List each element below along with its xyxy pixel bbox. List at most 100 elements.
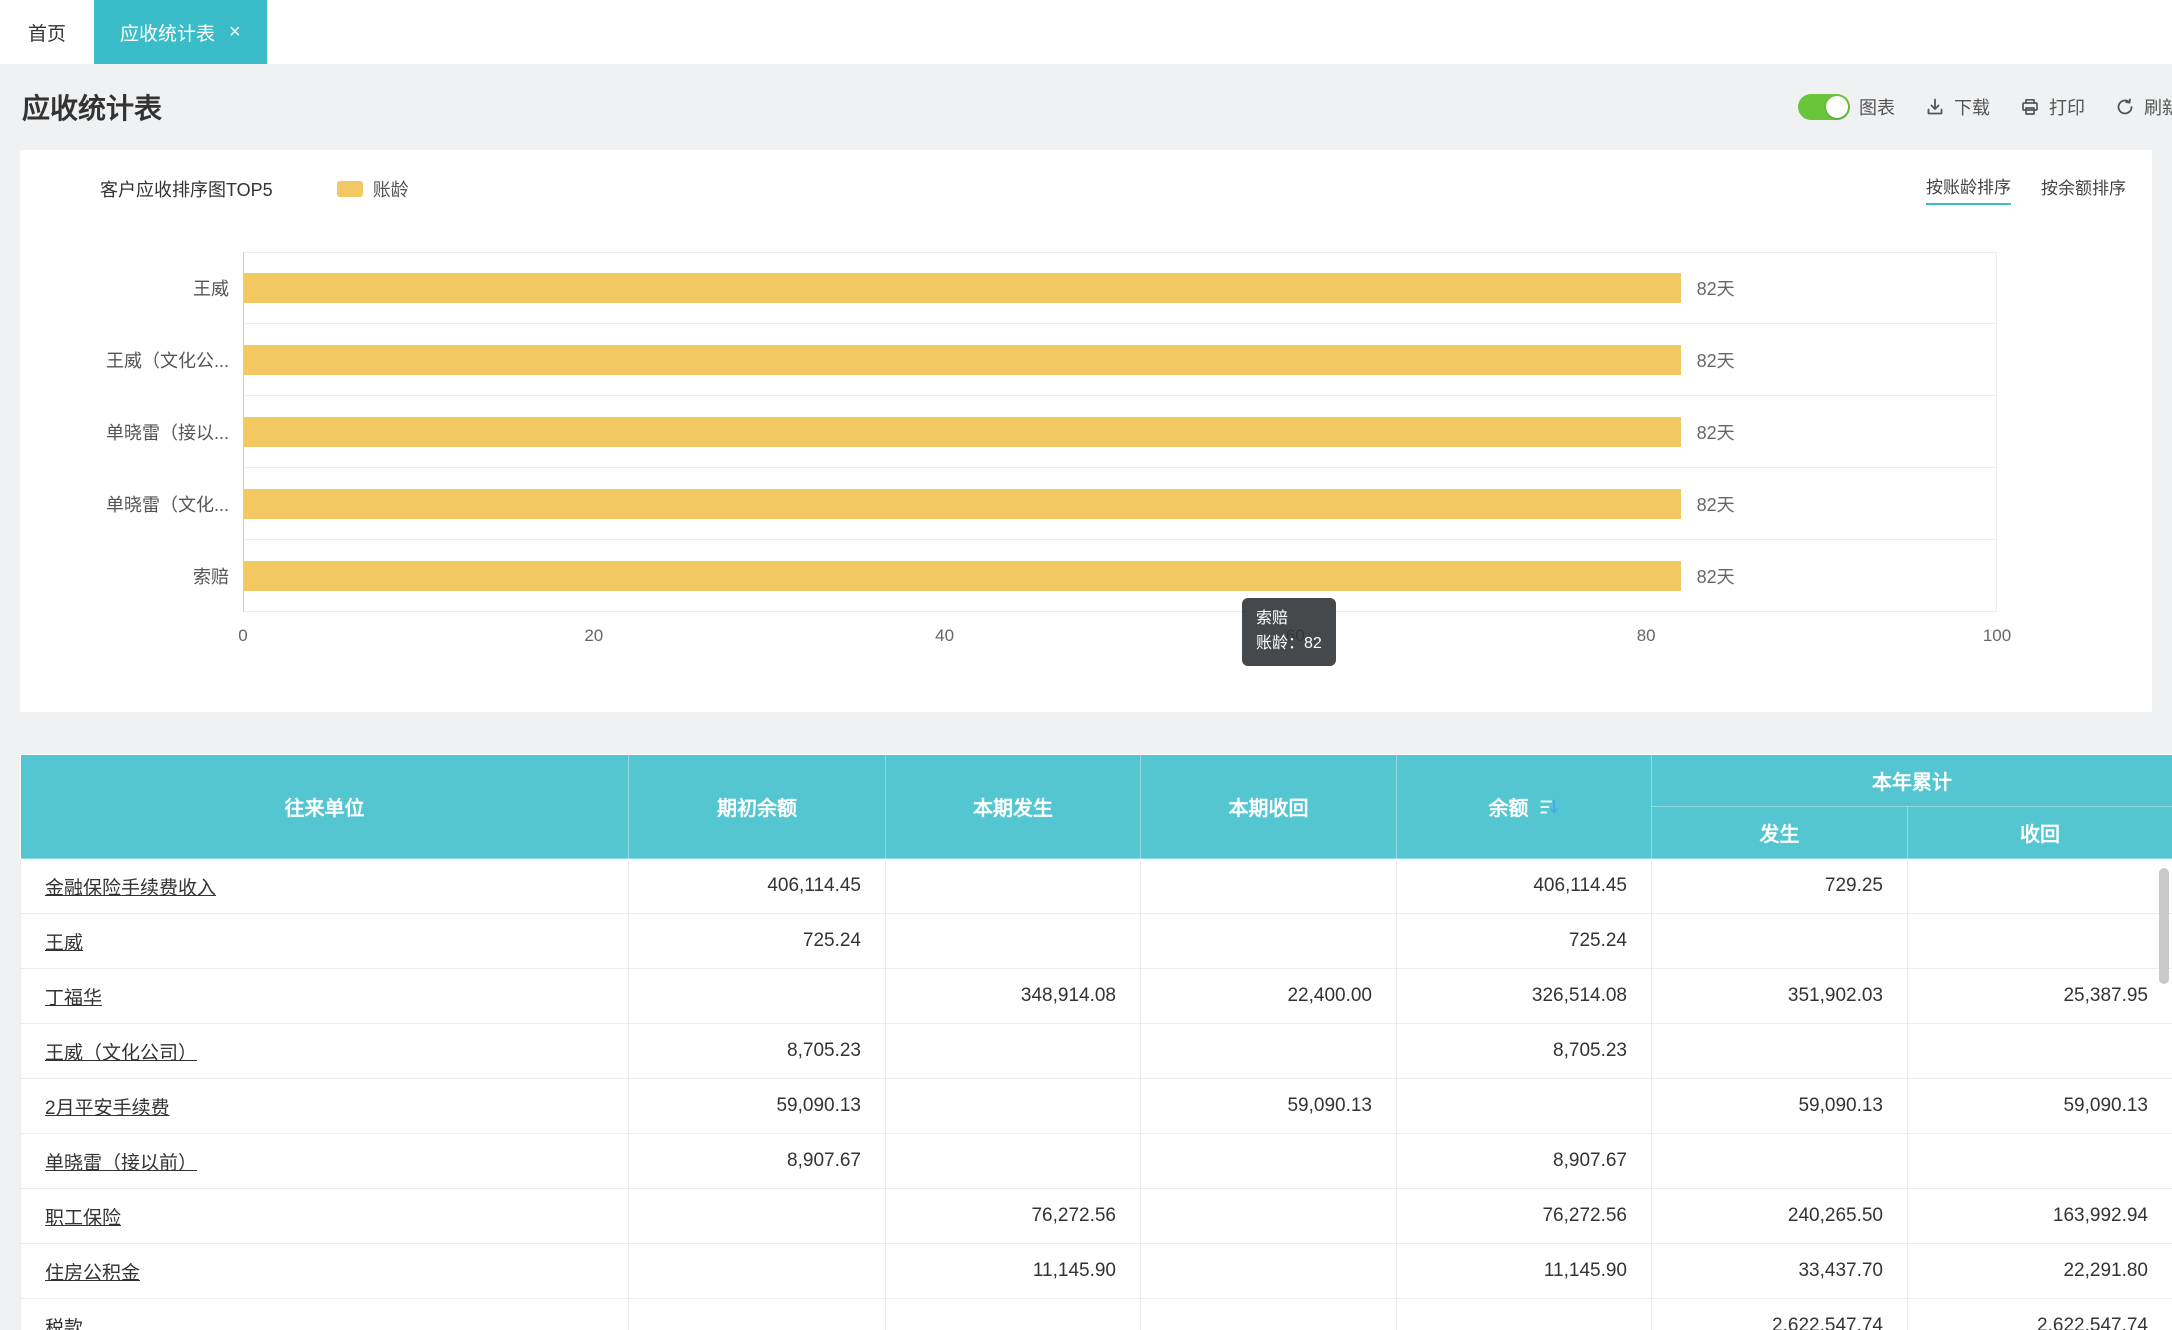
unit-link[interactable]: 税款 [45, 1317, 84, 1330]
print-button[interactable]: 打印 [2020, 94, 2085, 120]
table-body: 金融保险手续费收入 406,114.45 406,114.45 729.25 王威 725… [20, 858, 2172, 1330]
download-button[interactable]: 下载 [1925, 94, 1990, 120]
amount-cell [628, 1243, 886, 1299]
table-scrollbar-thumb[interactable] [2159, 868, 2169, 984]
unit-link[interactable]: 金融保险手续费收入 [45, 877, 217, 899]
chart-bar[interactable] [244, 488, 1681, 519]
amount-cell: 59,090.13 [1651, 1078, 1908, 1134]
page-title: 应收统计表 [22, 93, 163, 124]
amount-cell [1140, 1298, 1397, 1330]
chart-bar-row: 王威 82天 [20, 252, 1997, 324]
tab-home[interactable]: 首页 [28, 23, 67, 45]
sort-by-balance-link[interactable]: 按余额排序 [2041, 179, 2126, 198]
amount-cell [1140, 1188, 1397, 1244]
chart-bar-value: 82天 [1696, 494, 1735, 515]
receivables-table: 往来单位 期初余额 本期发生 本期收回 余额 本年累计 发生 [20, 754, 2172, 1330]
amount-cell: 8,907.67 [1396, 1133, 1652, 1189]
refresh-icon [2117, 98, 2133, 115]
amount-cell [628, 1188, 886, 1244]
refresh-label: 刷新 [2144, 98, 2172, 118]
unit-cell: 住房公积金 [20, 1243, 629, 1299]
amount-cell [1907, 1133, 2172, 1189]
amount-cell [1651, 913, 1908, 969]
unit-cell: 丁福华 [20, 968, 629, 1024]
chart-bar-track: 82天 [243, 540, 1997, 612]
table-row: 丁福华 348,914.08 22,400.00 326,514.08 351,902.… [20, 968, 2172, 1024]
table-section: 往来单位 期初余额 本期发生 本期收回 余额 本年累计 发生 [20, 754, 2172, 1330]
refresh-button[interactable]: 刷新 [2115, 94, 2172, 120]
col-header-year-received[interactable]: 收回 [1907, 806, 2172, 859]
tab-close-icon[interactable]: × [229, 21, 241, 43]
chart-toggle-switch[interactable] [1798, 94, 1850, 120]
chart-bar[interactable] [244, 416, 1681, 447]
chart-bar-row: 王威（文化公... 82天 [20, 324, 1997, 396]
amount-cell [628, 968, 886, 1024]
amount-cell: 729.25 [1651, 858, 1908, 914]
amount-cell [885, 858, 1141, 914]
amount-cell: 351,902.03 [1651, 968, 1908, 1024]
unit-cell: 税款 [20, 1298, 629, 1330]
amount-cell: 406,114.45 [628, 858, 886, 914]
chart-x-axis-row: 020406080100 [20, 612, 2011, 658]
amount-cell: 22,400.00 [1140, 968, 1397, 1024]
print-label: 打印 [2049, 98, 2085, 118]
amount-cell: 348,914.08 [885, 968, 1141, 1024]
chart-legend[interactable]: 账龄 [336, 176, 409, 202]
chart-bar-value: 82天 [1696, 279, 1735, 299]
unit-link[interactable]: 住房公积金 [45, 1262, 141, 1284]
amount-cell [885, 1023, 1141, 1079]
col-header-unit[interactable]: 往来单位 [20, 754, 629, 859]
col-header-opening-balance[interactable]: 期初余额 [628, 754, 886, 859]
tab-receivables[interactable]: 应收统计表 × [94, 0, 267, 64]
chart-bar[interactable] [244, 273, 1681, 303]
col-header-balance[interactable]: 余额 [1396, 754, 1652, 859]
chart-bar-track: 82天 [243, 396, 1997, 468]
unit-link[interactable]: 丁福华 [45, 987, 103, 1009]
chart-card: 客户应收排序图TOP5 账龄 按账龄排序 按余额排序 王威 82天 王威（文化公..… [20, 150, 2152, 712]
tooltip-title: 索赔 [1256, 610, 1289, 627]
unit-cell: 金融保险手续费收入 [20, 858, 629, 914]
amount-cell [1396, 1298, 1652, 1330]
table-row: 税款 2,622,547.74 2,622,547.74 [20, 1298, 2172, 1330]
chart-bar-value: 82天 [1696, 422, 1735, 443]
amount-cell: 59,090.13 [1140, 1078, 1397, 1134]
col-header-period-received[interactable]: 本期收回 [1140, 754, 1397, 859]
chart-toggle-label: 图表 [1859, 98, 1895, 118]
table-row: 金融保险手续费收入 406,114.45 406,114.45 729.25 [20, 858, 2172, 914]
amount-cell [1907, 1023, 2172, 1079]
chart-category-label: 王威（文化公... [105, 351, 229, 371]
unit-link[interactable]: 单晓雷（接以前） [45, 1152, 198, 1174]
download-label: 下载 [1954, 98, 1990, 118]
tab-receivables-label: 应收统计表 [120, 23, 216, 45]
legend-label: 账龄 [372, 180, 409, 200]
amount-cell: 240,265.50 [1651, 1188, 1908, 1244]
amount-cell [1396, 1078, 1652, 1134]
axis-gutter [20, 612, 243, 658]
amount-cell: 11,145.90 [885, 1243, 1141, 1299]
unit-link[interactable]: 2月平安手续费 [45, 1097, 170, 1119]
unit-cell: 王威（文化公司） [20, 1023, 629, 1079]
amount-cell [1140, 858, 1397, 914]
chart-category-label: 王威 [193, 279, 229, 299]
chart-plot: 王威 82天 王威（文化公... 82天 单晓雷（接以... 82天 单晓雷（文化... 82… [20, 252, 1997, 612]
amount-cell [628, 1298, 886, 1330]
chart-bar-row: 单晓雷（接以... 82天 [20, 396, 1997, 468]
tab-bar: 首页 应收统计表 × [0, 0, 2172, 64]
sort-icon[interactable] [1538, 796, 1560, 818]
col-header-balance-label: 余额 [1488, 798, 1529, 820]
chart-bar[interactable] [244, 344, 1681, 375]
unit-link[interactable]: 王威（文化公司） [45, 1042, 198, 1064]
amount-cell: 33,437.70 [1651, 1243, 1908, 1299]
chart-category-label: 单晓雷（接以... [105, 423, 229, 443]
sort-by-age-link[interactable]: 按账龄排序 [1926, 173, 2011, 205]
amount-cell [1140, 913, 1397, 969]
chart-bar[interactable] [244, 560, 1681, 591]
unit-link[interactable]: 王威 [45, 932, 84, 954]
unit-link[interactable]: 职工保险 [45, 1207, 122, 1229]
chart-tooltip: 索赔 账龄：82 [1242, 598, 1336, 666]
chart-x-tick: 80 [1636, 626, 1656, 645]
col-header-period-incurred[interactable]: 本期发生 [885, 754, 1141, 859]
col-header-year-incurred[interactable]: 发生 [1651, 806, 1908, 859]
toolbar: 图表 下载 打印 刷新 [1798, 94, 2172, 120]
chart-x-tick: 100 [1982, 626, 2012, 645]
